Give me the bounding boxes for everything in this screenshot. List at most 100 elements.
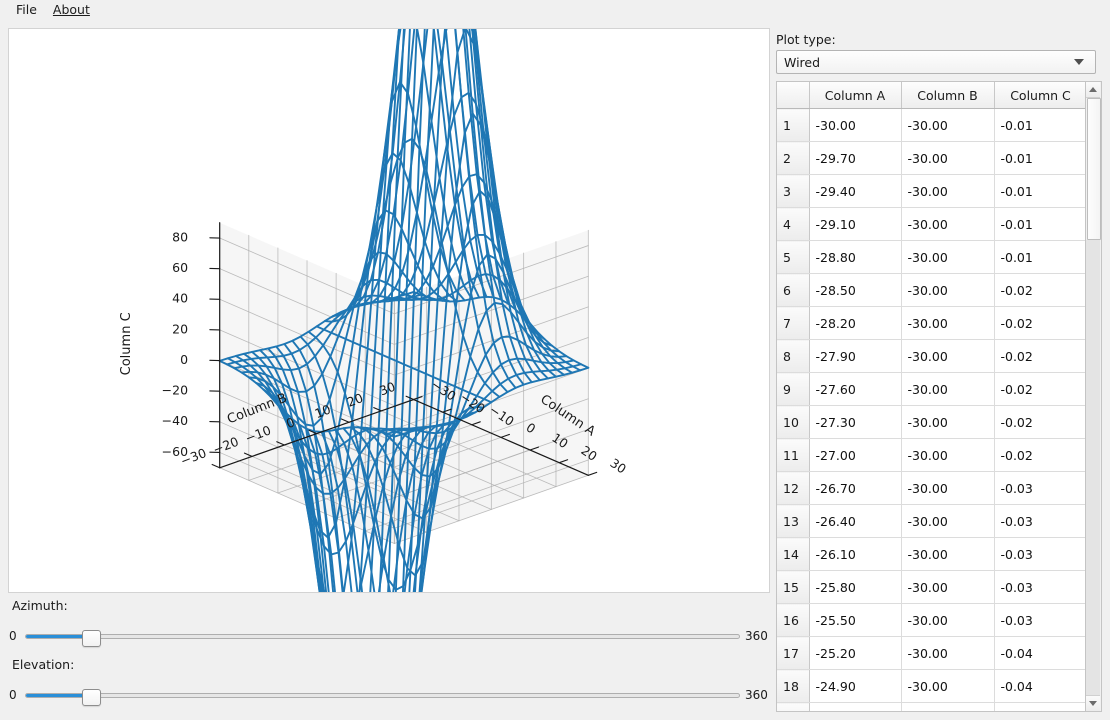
table-row[interactable]: 3 -29.40 -30.00 -0.01	[777, 174, 1085, 208]
table-row[interactable]: 9 -27.60 -30.00 -0.02	[777, 372, 1085, 406]
cell-column-a[interactable]: -25.50	[809, 603, 902, 637]
cell-column-c[interactable]: -0.01	[994, 141, 1085, 175]
row-header-cell[interactable]: 4	[777, 207, 810, 241]
azimuth-slider-handle[interactable]	[82, 630, 102, 647]
cell-column-c[interactable]: -0.01	[994, 240, 1085, 274]
row-header-cell[interactable]: 2	[777, 141, 810, 175]
elevation-slider-track[interactable]	[25, 689, 740, 706]
cell-column-c[interactable]: -0.02	[994, 405, 1085, 439]
scrollbar-track[interactable]	[1086, 240, 1100, 695]
row-header-cell[interactable]: 11	[777, 438, 810, 472]
cell-column-a[interactable]: -25.20	[809, 636, 902, 670]
cell-column-b[interactable]: -30.00	[901, 174, 995, 208]
cell-column-c[interactable]: -0.04	[994, 669, 1085, 703]
table-row[interactable]: 14 -26.10 -30.00 -0.03	[777, 537, 1085, 571]
table-row[interactable]: 15 -25.80 -30.00 -0.03	[777, 570, 1085, 604]
table-row[interactable]: 12 -26.70 -30.00 -0.03	[777, 471, 1085, 505]
scroll-down-button[interactable]	[1086, 695, 1100, 711]
cell-column-b[interactable]: -30.00	[901, 108, 995, 142]
cell-column-a[interactable]: -26.10	[809, 537, 902, 571]
cell-column-c[interactable]: -0.04	[994, 636, 1085, 670]
cell-column-c[interactable]: -0.03	[994, 471, 1085, 505]
row-header-cell[interactable]: 7	[777, 306, 810, 340]
plot-type-select[interactable]: Wired	[776, 50, 1096, 74]
table-row[interactable]: 8 -27.90 -30.00 -0.02	[777, 339, 1085, 373]
row-header-cell[interactable]: 19	[777, 702, 810, 711]
table-header-column-b[interactable]: Column B	[901, 82, 995, 109]
table-row[interactable]: 10 -27.30 -30.00 -0.02	[777, 405, 1085, 439]
menu-item-about[interactable]: About	[46, 1, 97, 18]
row-header-cell[interactable]: 15	[777, 570, 810, 604]
cell-column-c[interactable]: -0.04	[994, 702, 1085, 711]
table-row[interactable]: 13 -26.40 -30.00 -0.03	[777, 504, 1085, 538]
scrollbar-thumb[interactable]	[1087, 98, 1101, 240]
cell-column-b[interactable]: -30.00	[901, 339, 995, 373]
scroll-up-button[interactable]	[1086, 82, 1100, 98]
row-header-cell[interactable]: 13	[777, 504, 810, 538]
row-header-cell[interactable]: 3	[777, 174, 810, 208]
cell-column-c[interactable]: -0.03	[994, 570, 1085, 604]
cell-column-c[interactable]: -0.02	[994, 339, 1085, 373]
cell-column-a[interactable]: -26.70	[809, 471, 902, 505]
cell-column-c[interactable]: -0.01	[994, 108, 1085, 142]
table-row[interactable]: 4 -29.10 -30.00 -0.01	[777, 207, 1085, 241]
table-vertical-scrollbar[interactable]	[1086, 81, 1102, 712]
cell-column-a[interactable]: -29.40	[809, 174, 902, 208]
cell-column-c[interactable]: -0.02	[994, 306, 1085, 340]
table-row[interactable]: 18 -24.90 -30.00 -0.04	[777, 669, 1085, 703]
cell-column-b[interactable]: -30.00	[901, 207, 995, 241]
row-header-cell[interactable]: 1	[777, 108, 810, 142]
table-corner-header[interactable]	[777, 82, 810, 109]
table-header-column-a[interactable]: Column A	[809, 82, 902, 109]
table-row[interactable]: 1 -30.00 -30.00 -0.01	[777, 108, 1085, 142]
cell-column-a[interactable]: -25.80	[809, 570, 902, 604]
cell-column-a[interactable]: -30.00	[809, 108, 902, 142]
elevation-slider-handle[interactable]	[82, 689, 102, 706]
table-row[interactable]: 2 -29.70 -30.00 -0.01	[777, 141, 1085, 175]
cell-column-b[interactable]: -30.00	[901, 471, 995, 505]
cell-column-a[interactable]: -29.70	[809, 141, 902, 175]
cell-column-b[interactable]: -30.00	[901, 603, 995, 637]
table-row[interactable]: 19-24.60-30.00-0.04	[777, 702, 1085, 711]
cell-column-c[interactable]: -0.02	[994, 372, 1085, 406]
cell-column-a[interactable]: -27.90	[809, 339, 902, 373]
cell-column-a[interactable]: -24.90	[809, 669, 902, 703]
cell-column-b[interactable]: -30.00	[901, 405, 995, 439]
cell-column-a[interactable]: -26.40	[809, 504, 902, 538]
row-header-cell[interactable]: 12	[777, 471, 810, 505]
cell-column-b[interactable]: -30.00	[901, 570, 995, 604]
row-header-cell[interactable]: 14	[777, 537, 810, 571]
table-row[interactable]: 11 -27.00 -30.00 -0.02	[777, 438, 1085, 472]
cell-column-a[interactable]: -29.10	[809, 207, 902, 241]
table-row[interactable]: 16 -25.50 -30.00 -0.03	[777, 603, 1085, 637]
row-header-cell[interactable]: 6	[777, 273, 810, 307]
row-header-cell[interactable]: 18	[777, 669, 810, 703]
cell-column-b[interactable]: -30.00	[901, 306, 995, 340]
cell-column-b[interactable]: -30.00	[901, 669, 995, 703]
row-header-cell[interactable]: 5	[777, 240, 810, 274]
cell-column-c[interactable]: -0.02	[994, 273, 1085, 307]
cell-column-a[interactable]: -28.80	[809, 240, 902, 274]
row-header-cell[interactable]: 10	[777, 405, 810, 439]
cell-column-a[interactable]: -27.60	[809, 372, 902, 406]
cell-column-a[interactable]: -28.50	[809, 273, 902, 307]
cell-column-a[interactable]: -27.00	[809, 438, 902, 472]
cell-column-b[interactable]: -30.00	[901, 702, 995, 711]
cell-column-c[interactable]: -0.01	[994, 207, 1085, 241]
cell-column-b[interactable]: -30.00	[901, 438, 995, 472]
cell-column-c[interactable]: -0.03	[994, 537, 1085, 571]
cell-column-c[interactable]: -0.01	[994, 174, 1085, 208]
cell-column-b[interactable]: -30.00	[901, 273, 995, 307]
cell-column-c[interactable]: -0.03	[994, 603, 1085, 637]
cell-column-c[interactable]: -0.03	[994, 504, 1085, 538]
table-row[interactable]: 6 -28.50 -30.00 -0.02	[777, 273, 1085, 307]
cell-column-c[interactable]: -0.02	[994, 438, 1085, 472]
cell-column-b[interactable]: -30.00	[901, 504, 995, 538]
table-row[interactable]: 17 -25.20 -30.00 -0.04	[777, 636, 1085, 670]
row-header-cell[interactable]: 9	[777, 372, 810, 406]
table-header-column-c[interactable]: Column C	[994, 82, 1085, 109]
cell-column-b[interactable]: -30.00	[901, 240, 995, 274]
row-header-cell[interactable]: 17	[777, 636, 810, 670]
cell-column-a[interactable]: -24.60	[809, 702, 902, 711]
cell-column-b[interactable]: -30.00	[901, 372, 995, 406]
